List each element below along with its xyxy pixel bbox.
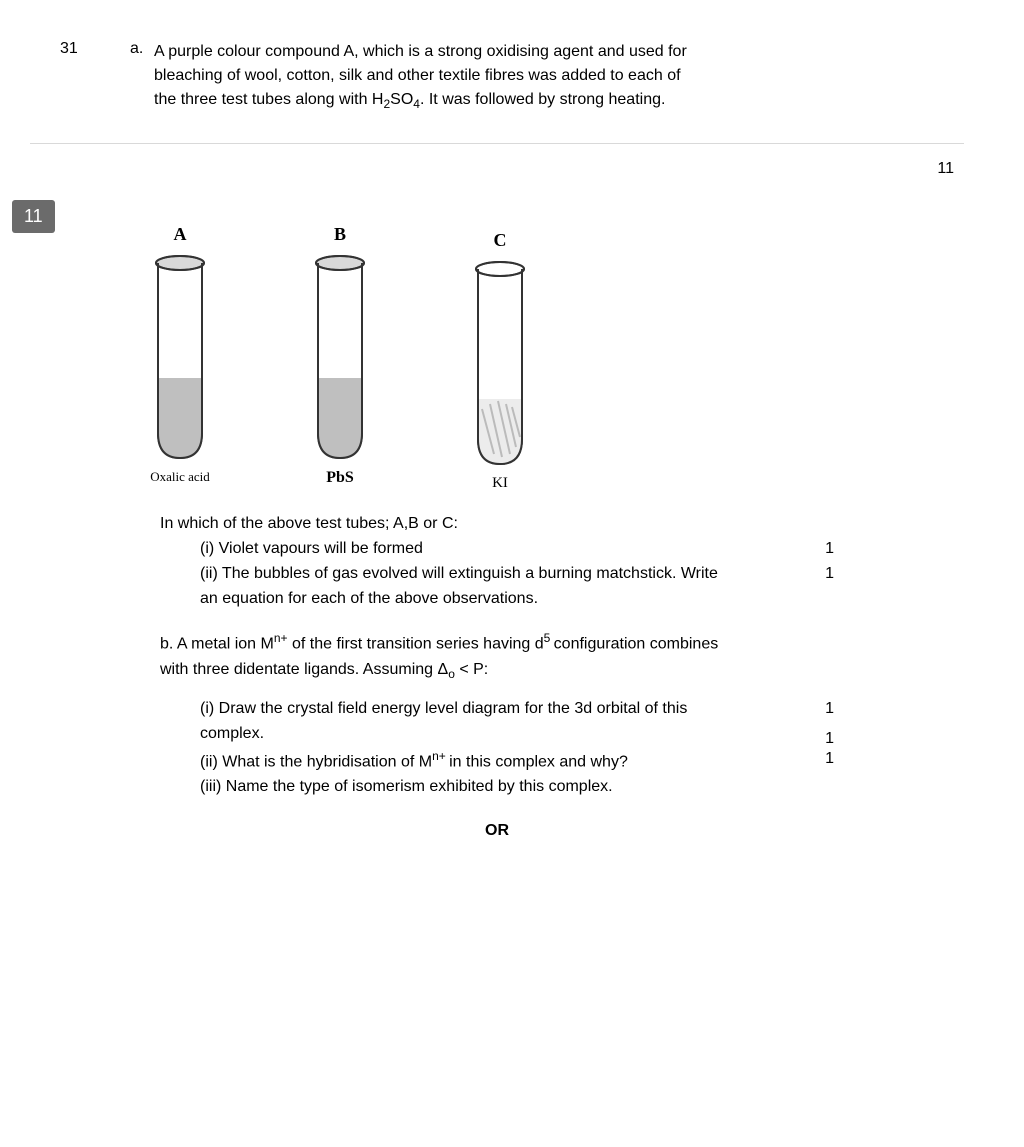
page-badge: 11 xyxy=(12,200,55,233)
tube-b-label: B xyxy=(334,224,346,245)
followup-lead: In which of the above test tubes; A,B or… xyxy=(160,512,904,537)
tube-a-svg xyxy=(150,253,210,463)
tube-a-caption: Oxalic acid xyxy=(150,469,210,485)
tube-b: B PbS xyxy=(310,224,370,487)
pb-i-a: (i) Draw the crystal field energy level … xyxy=(200,700,687,717)
tube-b-svg xyxy=(310,253,370,463)
pb-sup2: 5 xyxy=(544,631,554,645)
part-a-line1: A purple colour compound A, which is a s… xyxy=(154,43,687,60)
followup-ii-b: an equation for each of the above observ… xyxy=(200,587,904,612)
part-a-text: A purple colour compound A, which is a s… xyxy=(154,40,904,113)
part-a-line3c: . It was followed by strong heating. xyxy=(420,91,665,108)
part-a-line2: bleaching of wool, cotton, silk and othe… xyxy=(154,67,681,84)
tube-c-caption: KI xyxy=(492,475,508,492)
pb-i-b: complex. xyxy=(200,722,904,747)
divider xyxy=(30,143,964,144)
test-tubes-row: A Oxalic acid B PbS C xyxy=(30,224,964,492)
pb-ii-sup: n+ xyxy=(432,749,449,763)
or-label: OR xyxy=(30,822,964,840)
pb-sup1: n+ xyxy=(274,631,288,645)
marks-top-right: 11 xyxy=(937,160,954,178)
mark-ii: 1 xyxy=(825,562,834,587)
pb-iii: (iii) Name the type of isomerism exhibit… xyxy=(200,775,904,800)
followup-i: (i) Violet vapours will be formed xyxy=(200,540,423,557)
pb-b: of the first transition series having d xyxy=(288,636,544,653)
part-a-sub2: 4 xyxy=(413,97,420,111)
part-b-subs: (i) Draw the crystal field energy level … xyxy=(160,697,904,800)
followup-ii-a: (ii) The bubbles of gas evolved will ext… xyxy=(200,565,718,582)
pb-delta-sub: o xyxy=(448,667,455,681)
tube-a-label: A xyxy=(174,224,187,245)
part-a-label: a. xyxy=(130,40,154,58)
pb-mark-iii: 1 xyxy=(825,747,834,772)
part-b-lead2: with three didentate ligands. Assuming Δ… xyxy=(160,658,904,684)
part-a-line3b: SO xyxy=(390,91,413,108)
part-a: a. A purple colour compound A, which is … xyxy=(130,40,904,113)
pb-a: b. A metal ion M xyxy=(160,636,274,653)
part-b: b. A metal ion Mn+ of the first transiti… xyxy=(30,629,964,799)
part-b-lead: b. A metal ion Mn+ of the first transiti… xyxy=(160,629,904,657)
tube-c-label: C xyxy=(494,230,507,251)
pb-d: with three didentate ligands. Assuming xyxy=(160,661,438,678)
tube-a: A Oxalic acid xyxy=(150,224,210,485)
question-number: 31 xyxy=(30,40,90,58)
tube-c-svg xyxy=(470,259,530,469)
question-header-row: 31 a. A purple colour compound A, which … xyxy=(30,40,964,113)
pb-c: configuration combines xyxy=(554,636,719,653)
page-container: 31 a. A purple colour compound A, which … xyxy=(0,0,1024,880)
tube-b-caption: PbS xyxy=(326,469,354,487)
tube-c: C KI xyxy=(470,230,530,492)
question-body: a. A purple colour compound A, which is … xyxy=(90,40,964,113)
part-a-line3a: the three test tubes along with H xyxy=(154,91,383,108)
mark-i: 1 xyxy=(825,537,834,562)
pb-delta: Δ xyxy=(438,661,449,678)
followup-block: In which of the above test tubes; A,B or… xyxy=(30,512,964,611)
pb-ii-a: (ii) What is the hybridisation of M xyxy=(200,753,432,770)
pb-ii-b: in this complex and why? xyxy=(449,753,628,770)
pb-mark-i: 1 xyxy=(825,697,834,722)
followup-subs: (i) Violet vapours will be formed 1 (ii)… xyxy=(160,537,904,611)
pb-e: < P: xyxy=(455,661,488,678)
